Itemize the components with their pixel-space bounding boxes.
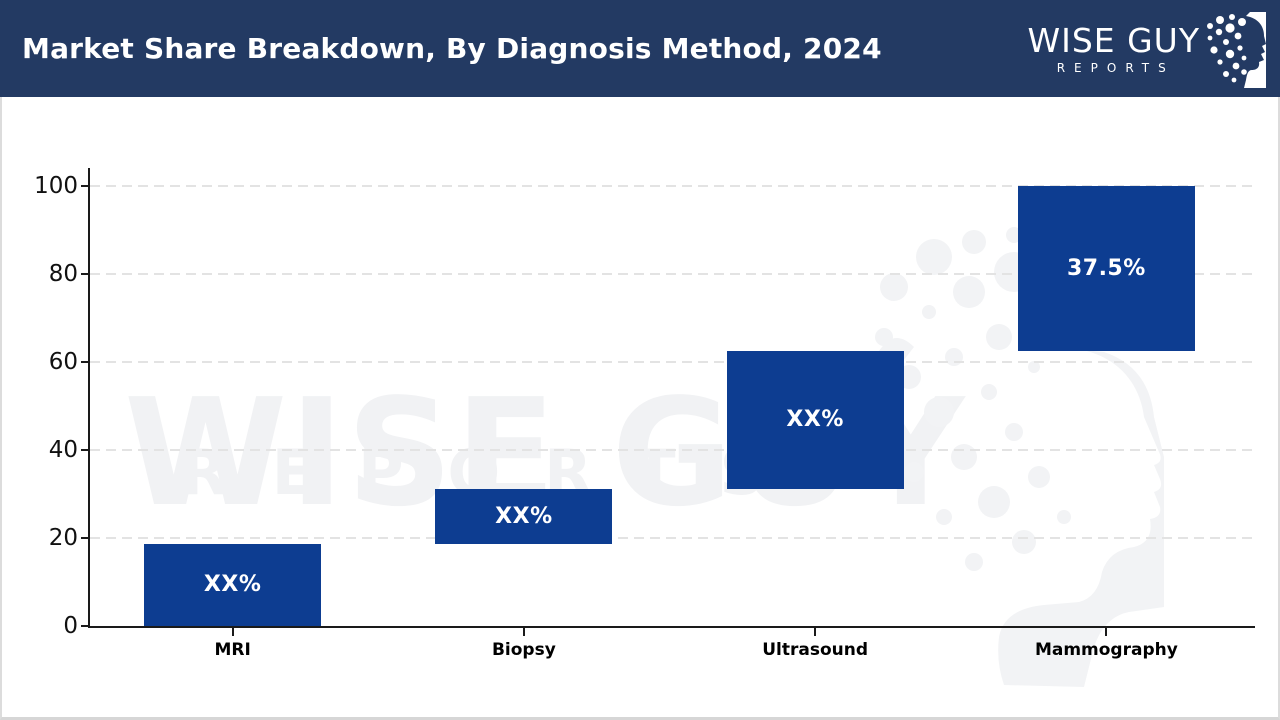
x-axis-category-label: Ultrasound	[762, 640, 869, 660]
header-bar: Market Share Breakdown, By Diagnosis Met…	[0, 0, 1280, 97]
chart-area: WISE GUY REPORTS 0 20 40 60 80 100 XX% XX% XX% 3…	[2, 97, 1278, 717]
gridline-y-100	[90, 185, 1255, 187]
bar-biopsy[interactable]: XX%	[435, 488, 613, 544]
x-axis-tick-mark	[522, 628, 525, 636]
y-axis-tick-label: 0	[63, 613, 78, 639]
x-axis-category-label: Biopsy	[491, 640, 556, 660]
y-axis-tick-label: 80	[48, 261, 78, 287]
x-axis-tick-mark	[231, 628, 234, 636]
bar-mri[interactable]: XX%	[144, 543, 322, 626]
y-axis-line	[88, 168, 90, 628]
page-title: Market Share Breakdown, By Diagnosis Met…	[22, 32, 882, 65]
y-axis-tick-mark	[81, 273, 89, 275]
gridline-y-40	[90, 449, 1255, 451]
x-axis-tick-mark	[1105, 628, 1108, 636]
x-axis-category-label: MRI	[214, 640, 251, 660]
gridline-y-20	[90, 537, 1255, 539]
x-axis-line	[88, 626, 1255, 628]
bar-value-label: XX%	[786, 407, 844, 433]
y-axis-tick-mark	[81, 537, 89, 539]
bar-value-label: 37.5%	[1066, 256, 1146, 281]
brand-face-icon	[1207, 11, 1266, 88]
gridline-y-80	[90, 273, 1255, 275]
bar-mammography[interactable]: 37.5%	[1017, 186, 1195, 351]
brand-logo: WISE GUY REPORTS	[1027, 11, 1266, 88]
brand-subtitle: REPORTS	[1056, 61, 1175, 75]
y-axis-tick-label: 100	[34, 173, 78, 199]
x-axis-tick-mark	[814, 628, 817, 636]
bar-value-label: XX%	[203, 572, 262, 598]
y-axis-tick-label: 40	[48, 437, 78, 463]
y-axis-tick-mark	[81, 449, 89, 451]
brand-name: WISE GUY	[1027, 21, 1200, 60]
y-axis-tick-label: 20	[48, 525, 78, 551]
bar-ultrasound[interactable]: XX%	[726, 351, 904, 489]
x-axis-category-label: Mammography	[1034, 640, 1178, 660]
bar-value-label: XX%	[495, 503, 553, 529]
y-axis-tick-mark	[81, 361, 89, 363]
y-axis-tick-mark	[81, 625, 89, 627]
y-axis-tick-mark	[81, 185, 89, 187]
brand-wordmark: WISE GUY REPORTS	[1027, 24, 1200, 75]
gridline-y-60	[90, 361, 1255, 363]
y-axis-tick-label: 60	[48, 349, 78, 375]
